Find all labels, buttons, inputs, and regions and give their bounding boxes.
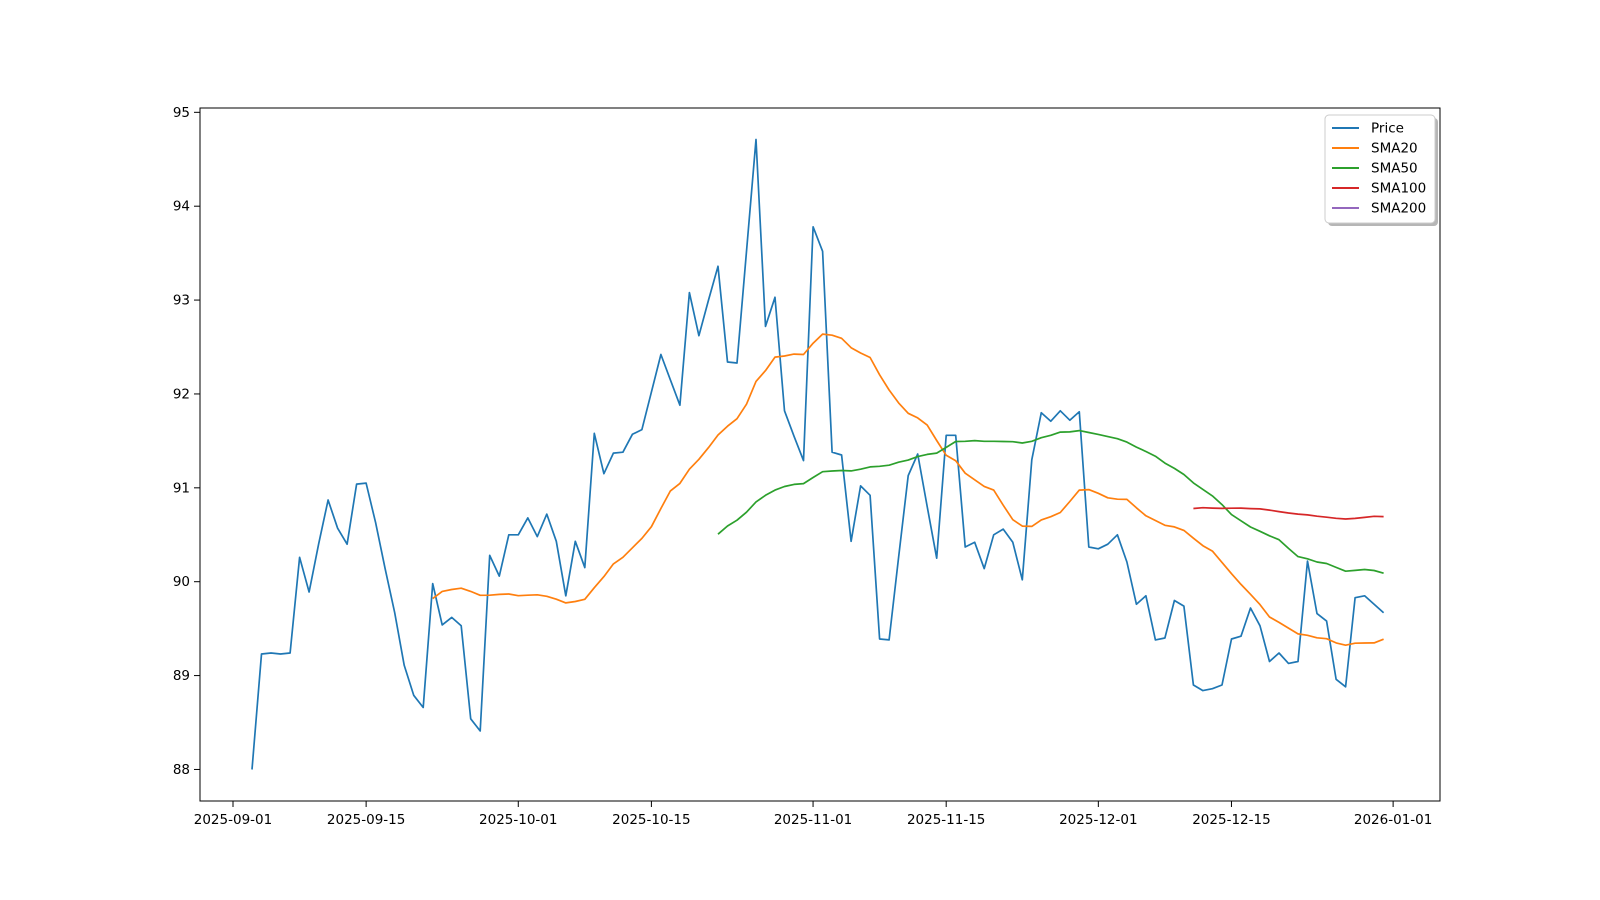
price-line xyxy=(251,138,1385,770)
legend-frame xyxy=(1324,114,1436,224)
x-tick-label: 2025-10-15 xyxy=(612,812,690,828)
x-tick-label: 2025-12-15 xyxy=(1192,812,1270,828)
y-tick-label: 93 xyxy=(173,293,190,309)
legend-label-sma100: SMA100 xyxy=(1371,181,1426,197)
y-tick-label: 88 xyxy=(173,762,190,778)
legend-label-sma50: SMA50 xyxy=(1371,161,1418,177)
sma100-line xyxy=(1193,506,1384,520)
sma20-line xyxy=(432,333,1384,647)
legend-entry-sma100: SMA100 xyxy=(1332,181,1426,197)
x-tick-label: 2026-01-01 xyxy=(1354,812,1432,828)
y-tick-label: 94 xyxy=(173,199,190,215)
legend-label-price: Price xyxy=(1371,121,1404,137)
x-tick-label: 2025-11-15 xyxy=(907,812,985,828)
y-tick-label: 95 xyxy=(173,105,190,121)
x-tick-label: 2025-11-01 xyxy=(774,812,852,828)
legend-entry-sma200: SMA200 xyxy=(1332,201,1426,217)
x-tick-label: 2025-12-01 xyxy=(1059,812,1137,828)
y-tick-label: 91 xyxy=(173,480,190,496)
x-tick-label: 2025-09-01 xyxy=(194,812,272,828)
y-tick-label: 90 xyxy=(173,574,190,590)
sma50-line xyxy=(717,429,1384,575)
legend-label-sma200: SMA200 xyxy=(1371,201,1426,217)
legend: Price SMA20 SMA50 SMA100 SMA200 xyxy=(1324,114,1438,226)
legend-entry-sma50: SMA50 xyxy=(1332,161,1418,177)
legend-entry-sma20: SMA20 xyxy=(1332,141,1418,157)
legend-label-sma20: SMA20 xyxy=(1371,141,1418,157)
y-tick-label: 89 xyxy=(173,668,190,684)
legend-entry-price: Price xyxy=(1332,121,1404,137)
plot-border xyxy=(199,107,1441,802)
y-tick-label: 92 xyxy=(173,386,190,402)
x-tick-label: 2025-09-15 xyxy=(327,812,405,828)
x-tick-label: 2025-10-01 xyxy=(479,812,557,828)
